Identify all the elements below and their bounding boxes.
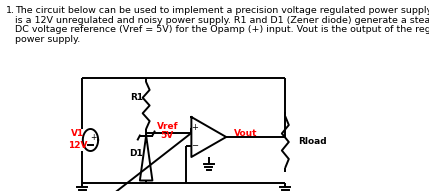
- Text: +: +: [90, 133, 97, 142]
- Text: DC voltage reference (Vref = 5V) for the Opamp (+) input. Vout is the output of : DC voltage reference (Vref = 5V) for the…: [15, 25, 429, 34]
- Text: D1: D1: [130, 148, 143, 158]
- Text: power supply.: power supply.: [15, 35, 81, 44]
- Text: Vout: Vout: [234, 129, 257, 138]
- Text: +: +: [191, 124, 198, 133]
- Text: Rload: Rload: [298, 138, 326, 146]
- Text: 5V: 5V: [161, 131, 174, 140]
- Text: 12V: 12V: [68, 141, 88, 150]
- Text: The circuit below can be used to implement a precision voltage regulated power s: The circuit below can be used to impleme…: [15, 6, 429, 15]
- Text: R1: R1: [130, 93, 144, 102]
- Text: Vref: Vref: [157, 122, 178, 131]
- Text: is a 12V unregulated and noisy power supply. R1 and D1 (Zener diode) generate a : is a 12V unregulated and noisy power sup…: [15, 15, 429, 24]
- Text: −: −: [191, 142, 198, 151]
- Text: 1.: 1.: [6, 6, 15, 15]
- Text: V1: V1: [71, 129, 85, 138]
